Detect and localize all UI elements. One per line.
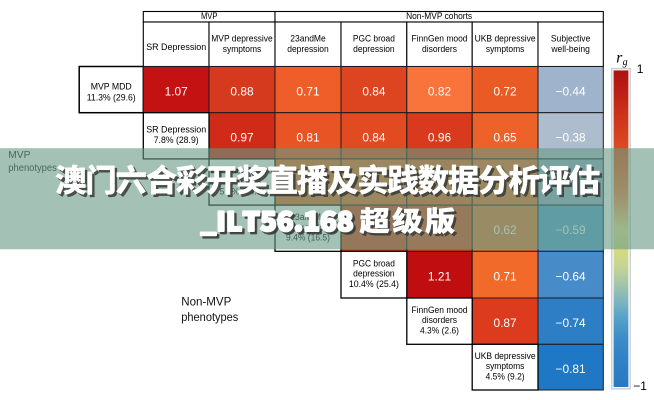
svg-text:FinnGen mood: FinnGen mood: [412, 34, 468, 44]
svg-text:0.81: 0.81: [296, 131, 320, 145]
svg-text:0.97: 0.97: [230, 131, 254, 145]
svg-text:10.4% (25.4): 10.4% (25.4): [349, 279, 399, 289]
svg-text:0.71: 0.71: [494, 269, 518, 283]
svg-text:symptoms: symptoms: [486, 44, 525, 54]
svg-text:0.84: 0.84: [362, 131, 386, 145]
svg-text:MVP: MVP: [201, 11, 218, 21]
svg-text:0.82: 0.82: [428, 84, 452, 98]
svg-text:0.84: 0.84: [362, 84, 386, 98]
svg-text:4.3% (2.6): 4.3% (2.6): [420, 326, 459, 336]
svg-text:0.72: 0.72: [494, 84, 518, 98]
svg-text:1.21: 1.21: [428, 269, 452, 283]
svg-text:0.65: 0.65: [494, 131, 518, 145]
svg-text:0.71: 0.71: [296, 84, 320, 98]
svg-text:PGC broad: PGC broad: [353, 34, 395, 44]
svg-text:UKB depressive: UKB depressive: [475, 34, 536, 44]
svg-text:−0.44: −0.44: [556, 84, 586, 98]
svg-text:0.87: 0.87: [494, 316, 518, 330]
svg-text:symptoms: symptoms: [223, 44, 262, 54]
svg-text:Non-MVP cohorts: Non-MVP cohorts: [406, 11, 472, 21]
svg-text:11.3% (29.6): 11.3% (29.6): [87, 92, 136, 103]
svg-text:FinnGen mood: FinnGen mood: [412, 305, 468, 315]
svg-text:r: r: [616, 50, 623, 67]
svg-text:depression: depression: [353, 269, 395, 279]
svg-text:−0.38: −0.38: [556, 131, 586, 145]
svg-text:23andMe: 23andMe: [290, 34, 326, 44]
svg-text:7.8% (28.9): 7.8% (28.9): [154, 135, 199, 145]
svg-text:disorders: disorders: [422, 315, 457, 325]
svg-text:0.96: 0.96: [428, 131, 452, 145]
svg-text:depression: depression: [353, 44, 395, 54]
svg-text:SR Depression: SR Depression: [146, 42, 206, 52]
svg-text:depression: depression: [287, 44, 329, 54]
svg-text:symptoms: symptoms: [486, 361, 525, 371]
svg-text:−0.81: −0.81: [556, 362, 586, 376]
svg-text:well-being: well-being: [550, 44, 589, 54]
svg-text:g: g: [623, 57, 628, 68]
svg-text:4.5% (9.2): 4.5% (9.2): [486, 372, 525, 382]
svg-text:phenotypes: phenotypes: [181, 310, 238, 324]
svg-text:−1: −1: [633, 379, 647, 393]
svg-text:PGC broad: PGC broad: [353, 258, 395, 268]
svg-text:Non-MVP: Non-MVP: [181, 295, 231, 309]
svg-text:1: 1: [637, 62, 644, 76]
svg-text:Subjective: Subjective: [551, 34, 591, 44]
svg-text:MVP depressive: MVP depressive: [211, 34, 273, 44]
svg-text:−0.74: −0.74: [556, 316, 586, 330]
svg-text:0.88: 0.88: [230, 84, 254, 98]
svg-text:−0.64: −0.64: [556, 269, 586, 283]
svg-text:disorders: disorders: [422, 44, 457, 54]
svg-text:SR Depression: SR Depression: [146, 125, 206, 135]
svg-text:MVP MDD: MVP MDD: [91, 81, 132, 92]
svg-text:1.07: 1.07: [165, 84, 189, 98]
svg-text:UKB depressive: UKB depressive: [475, 351, 536, 361]
